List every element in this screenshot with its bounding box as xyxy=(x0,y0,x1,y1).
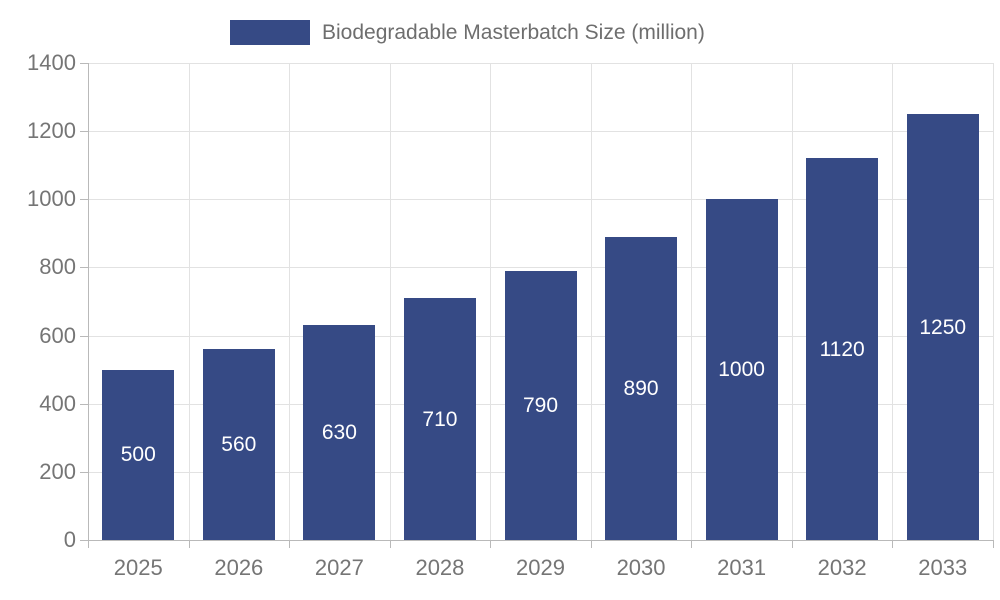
legend-label[interactable]: Biodegradable Masterbatch Size (million) xyxy=(322,21,705,44)
bar[interactable]: 560 xyxy=(202,349,275,540)
y-axis-tick xyxy=(80,335,88,337)
bar[interactable]: 710 xyxy=(403,298,476,540)
gridline-vertical xyxy=(289,63,291,540)
x-axis-tick xyxy=(993,540,994,548)
gridline-horizontal xyxy=(88,199,993,201)
y-axis-tick xyxy=(80,199,88,201)
bar[interactable]: 630 xyxy=(303,325,376,540)
gridline-vertical xyxy=(691,63,693,540)
y-axis-label: 400 xyxy=(39,390,76,416)
bar-value-label: 890 xyxy=(623,376,659,400)
bar-value-label: 560 xyxy=(221,433,257,457)
x-axis-label: 2028 xyxy=(415,555,465,580)
bar-value-label: 1250 xyxy=(919,315,967,339)
y-axis-tick xyxy=(80,131,88,133)
x-axis-tick xyxy=(691,540,693,548)
x-axis-label: 2031 xyxy=(717,555,767,580)
bar[interactable]: 1120 xyxy=(806,158,879,540)
gridline-horizontal xyxy=(88,131,993,133)
gridline-vertical xyxy=(993,63,994,540)
x-axis-tick xyxy=(188,540,190,548)
x-axis-tick xyxy=(590,540,592,548)
y-axis-label: 1000 xyxy=(27,186,76,212)
x-axis-tick xyxy=(791,540,793,548)
y-axis-label: 800 xyxy=(39,254,76,280)
y-axis-tick xyxy=(80,63,88,64)
gridline-vertical xyxy=(791,63,793,540)
y-axis-tick xyxy=(80,471,88,473)
gridline-vertical xyxy=(188,63,190,540)
gridline-vertical xyxy=(892,63,894,540)
y-axis-label: 0 xyxy=(63,527,76,552)
x-axis-tick xyxy=(389,540,391,548)
x-axis-label: 2032 xyxy=(817,555,867,580)
bar[interactable]: 1000 xyxy=(705,199,778,540)
x-axis-label: 2026 xyxy=(214,555,264,580)
gridline-horizontal xyxy=(88,267,993,269)
bar-value-label: 710 xyxy=(422,407,458,431)
x-axis-tick xyxy=(289,540,291,548)
bar[interactable]: 790 xyxy=(504,270,577,540)
y-axis-line xyxy=(88,63,89,540)
y-axis-label: 200 xyxy=(39,458,76,484)
y-axis-label: 1200 xyxy=(27,118,76,144)
legend-swatch[interactable] xyxy=(230,20,310,45)
y-axis-label: 1400 xyxy=(27,50,76,75)
x-axis-label: 2025 xyxy=(113,555,163,580)
x-axis-label: 2029 xyxy=(516,555,565,580)
gridline-vertical xyxy=(389,63,391,540)
y-axis-tick xyxy=(80,540,88,541)
x-axis-tick xyxy=(490,540,492,548)
bar-value-label: 790 xyxy=(522,393,559,417)
y-axis-tick xyxy=(80,267,88,269)
gridline-vertical xyxy=(590,63,592,540)
gridline-horizontal xyxy=(88,63,993,64)
bar-value-label: 1000 xyxy=(718,358,765,382)
bar-value-label: 500 xyxy=(120,443,156,467)
y-axis-tick xyxy=(80,403,88,405)
bar[interactable]: 890 xyxy=(605,236,678,540)
x-axis-line xyxy=(88,540,993,541)
x-axis-label: 2030 xyxy=(616,555,666,580)
legend[interactable]: Biodegradable Masterbatch Size (million) xyxy=(230,20,705,45)
x-axis-label: 2027 xyxy=(314,555,364,580)
bar-value-label: 1120 xyxy=(819,337,865,361)
y-axis-label: 600 xyxy=(39,322,76,348)
bar-value-label: 630 xyxy=(321,421,357,445)
bar[interactable]: 1250 xyxy=(906,114,979,540)
bar[interactable]: 500 xyxy=(102,369,175,540)
x-axis-label: 2033 xyxy=(918,555,968,580)
x-axis-tick xyxy=(892,540,894,548)
gridline-vertical xyxy=(490,63,492,540)
x-axis-tick xyxy=(88,540,89,548)
